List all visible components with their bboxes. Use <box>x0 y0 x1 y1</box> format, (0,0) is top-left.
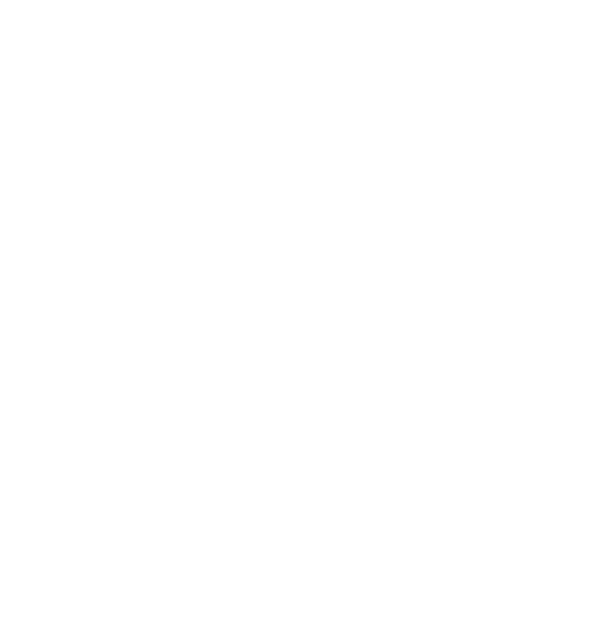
Text: No module named 'cartopy': No module named 'cartopy' <box>300 306 492 320</box>
